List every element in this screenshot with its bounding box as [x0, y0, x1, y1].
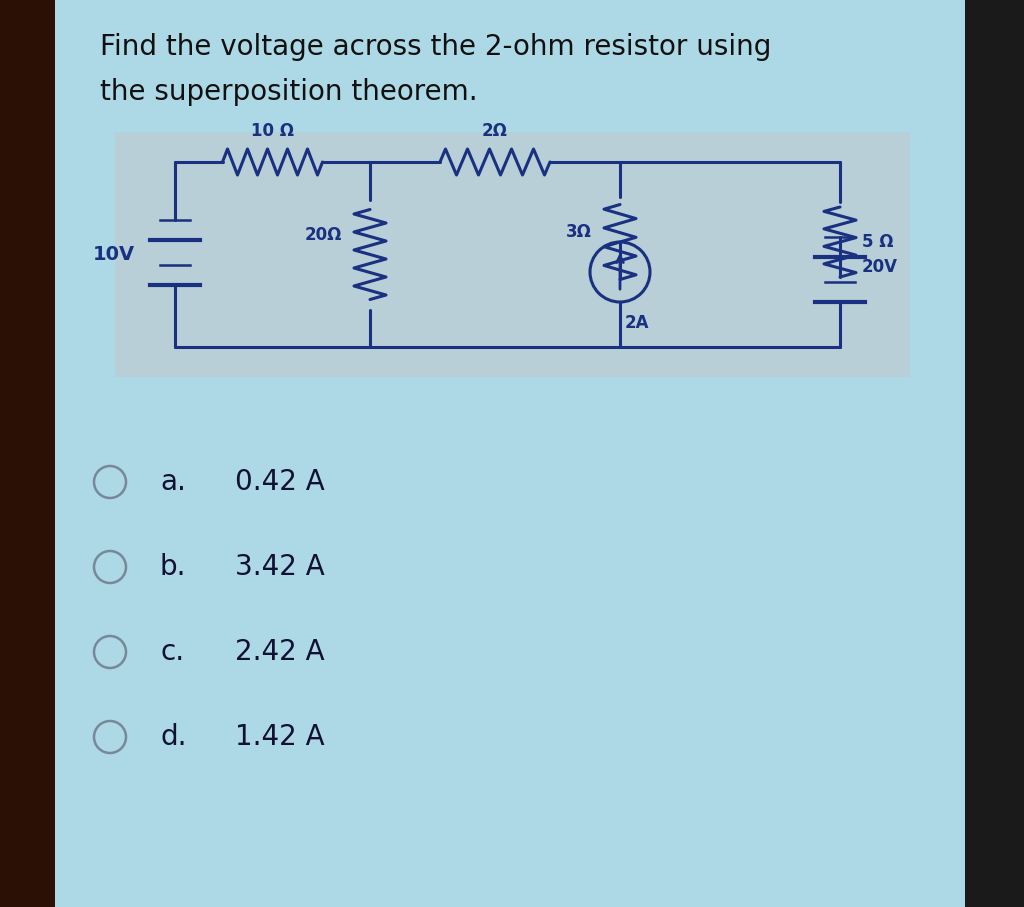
Text: 5 Ω: 5 Ω [862, 233, 894, 251]
Text: 2.42 A: 2.42 A [234, 638, 325, 666]
Text: 3.42 A: 3.42 A [234, 553, 325, 581]
Text: 1.42 A: 1.42 A [234, 723, 325, 751]
Text: b.: b. [160, 553, 186, 581]
Text: a.: a. [160, 468, 186, 496]
Bar [115, 132, 910, 377]
Text: 20Ω: 20Ω [304, 226, 342, 243]
Text: Find the voltage across the 2-ohm resistor using: Find the voltage across the 2-ohm resist… [100, 33, 771, 61]
Text: 2A: 2A [625, 314, 649, 332]
Text: 10V: 10V [93, 245, 135, 264]
Text: d.: d. [160, 723, 186, 751]
FancyBboxPatch shape [55, 0, 965, 907]
FancyBboxPatch shape [965, 0, 1024, 907]
Text: c.: c. [160, 638, 184, 666]
Text: 10 Ω: 10 Ω [251, 122, 294, 140]
Text: 0.42 A: 0.42 A [234, 468, 325, 496]
Text: the superposition theorem.: the superposition theorem. [100, 78, 477, 106]
FancyBboxPatch shape [0, 0, 55, 907]
Text: 2Ω: 2Ω [482, 122, 508, 140]
Text: 3Ω: 3Ω [566, 223, 592, 241]
Text: 20V: 20V [862, 258, 898, 276]
